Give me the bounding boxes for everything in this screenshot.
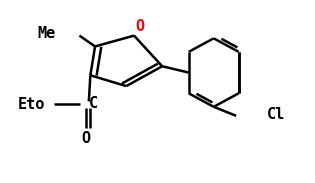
Text: Cl: Cl [267,107,285,122]
Text: Eto: Eto [18,97,45,112]
Text: O: O [136,19,145,34]
Text: C: C [89,96,98,111]
Text: Me: Me [37,26,55,41]
Text: O: O [81,131,90,146]
